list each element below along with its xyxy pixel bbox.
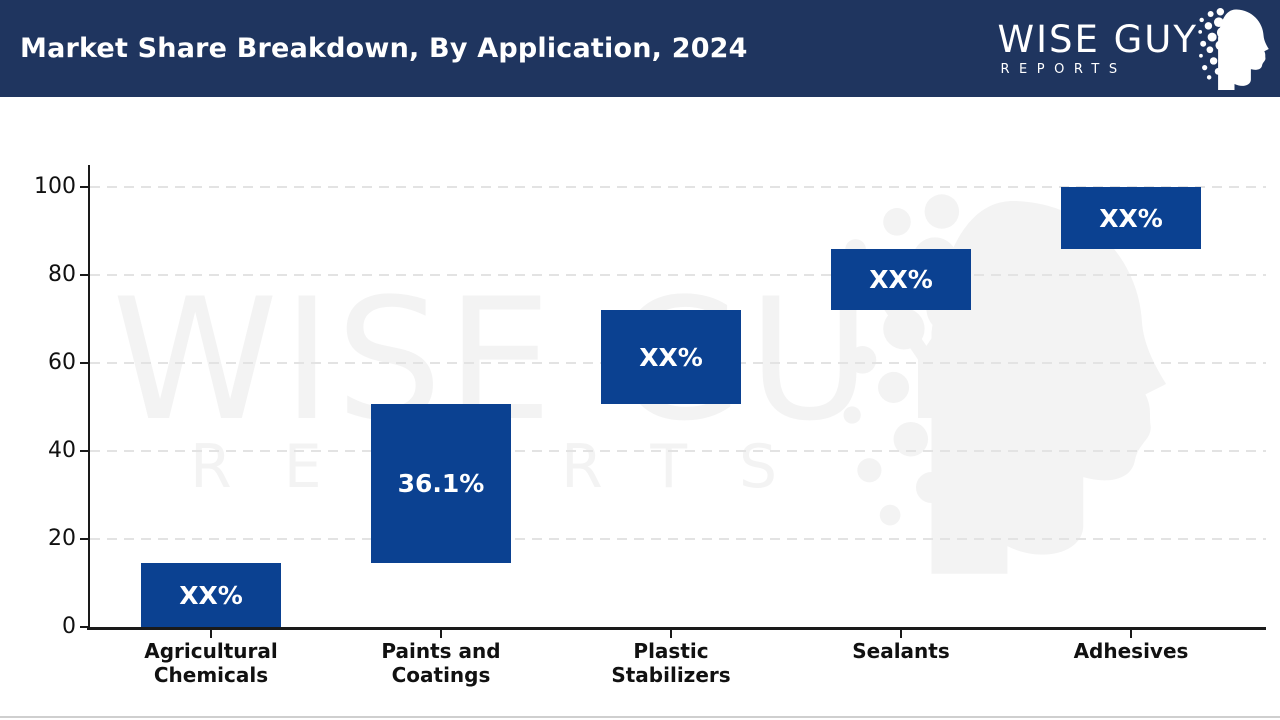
bar-paints-and-coatings: 36.1% — [371, 404, 511, 564]
bar-sealants: XX% — [831, 249, 971, 311]
y-tick-label-0: 0 — [62, 614, 76, 639]
x-category-label-2: Plastic Stabilizers — [611, 639, 731, 687]
y-tick-20 — [80, 538, 88, 540]
y-tick-label-40: 40 — [48, 438, 76, 463]
bottom-divider — [0, 716, 1280, 718]
bar-adhesives: XX% — [1061, 187, 1201, 250]
x-tick-4 — [1130, 630, 1132, 638]
bar-value-label: XX% — [639, 342, 703, 372]
logo-wordmark: WISE GUY — [997, 18, 1198, 61]
y-axis-line — [88, 165, 90, 630]
page-title: Market Share Breakdown, By Application, … — [20, 33, 748, 64]
x-tick-0 — [210, 630, 212, 638]
y-tick-60 — [80, 362, 88, 364]
gridline-80 — [90, 274, 1266, 276]
y-tick-0 — [80, 626, 88, 628]
header-bar: Market Share Breakdown, By Application, … — [0, 0, 1280, 97]
logo-text: WISE GUY REPORTS — [998, 21, 1198, 76]
x-category-label-1: Paints and Coatings — [381, 639, 501, 687]
y-tick-80 — [80, 274, 88, 276]
gridline-100 — [90, 186, 1266, 188]
bar-plastic-stabilizers: XX% — [601, 310, 741, 405]
y-tick-label-20: 20 — [48, 526, 76, 551]
bar-value-label: XX% — [1099, 203, 1163, 233]
y-tick-label-60: 60 — [48, 350, 76, 375]
y-tick-100 — [80, 186, 88, 188]
x-axis-line — [87, 627, 1266, 630]
head-profile-icon — [1198, 7, 1269, 90]
gridline-40 — [90, 450, 1266, 452]
y-tick-label-80: 80 — [48, 262, 76, 287]
bar-value-label: XX% — [869, 265, 933, 295]
gridline-20 — [90, 538, 1266, 540]
logo-subtitle: REPORTS — [1000, 62, 1127, 77]
bar-agricultural-chemicals: XX% — [141, 563, 281, 627]
bar-value-label: 36.1% — [397, 469, 485, 499]
x-tick-2 — [670, 630, 672, 638]
x-category-label-3: Sealants — [852, 639, 950, 663]
bar-value-label: XX% — [179, 580, 243, 610]
x-category-label-0: Agricultural Chemicals — [144, 639, 278, 687]
x-tick-1 — [440, 630, 442, 638]
y-tick-label-100: 100 — [34, 174, 76, 199]
y-tick-40 — [80, 450, 88, 452]
wise-guy-logo: WISE GUY REPORTS — [998, 7, 1280, 90]
x-category-label-4: Adhesives — [1073, 639, 1189, 663]
x-tick-3 — [900, 630, 902, 638]
